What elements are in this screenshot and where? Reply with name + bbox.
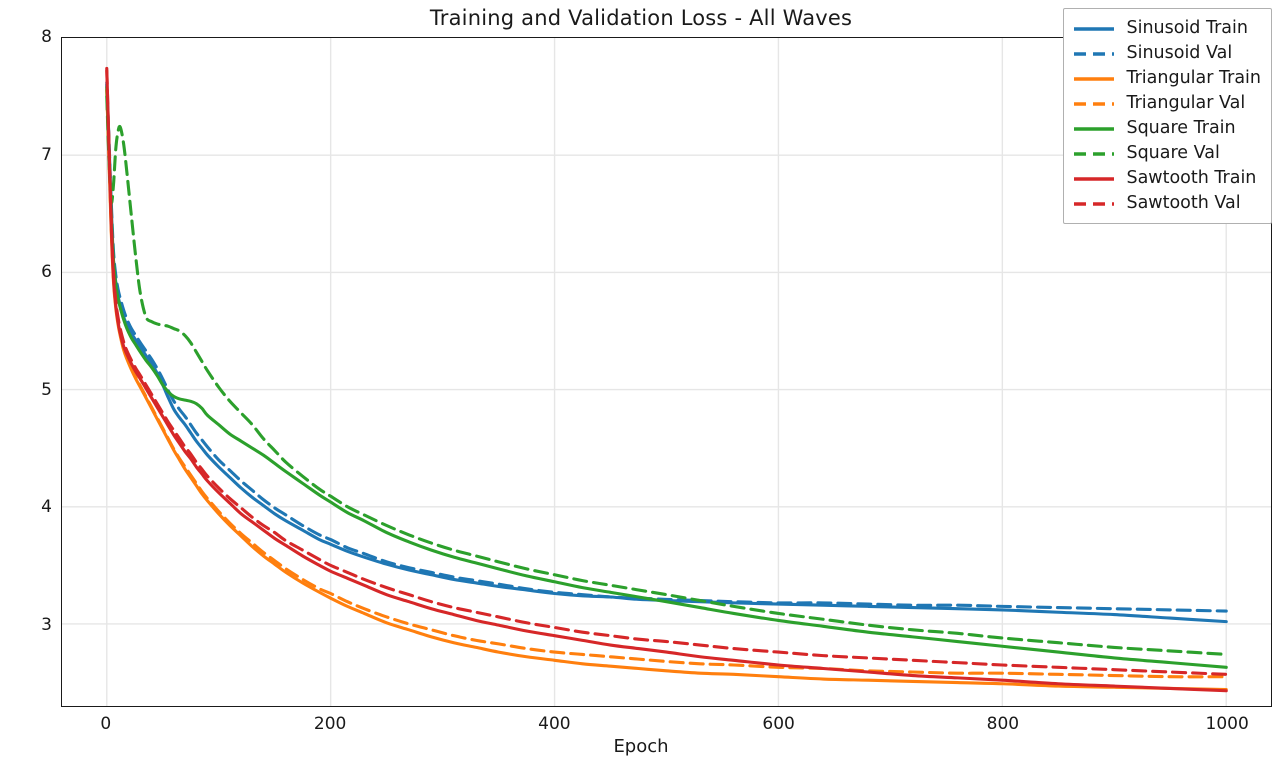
legend-swatch-icon [1073, 44, 1115, 64]
legend-label: Sinusoid Val [1126, 42, 1233, 63]
series-line [105, 66, 1228, 693]
y-tick-label: 8 [41, 27, 52, 47]
y-tick-label: 7 [41, 144, 52, 165]
series-line [105, 83, 1228, 613]
series-line [105, 80, 1228, 624]
data-lines [105, 66, 1228, 693]
series-line [105, 95, 1228, 656]
legend-swatch-icon [1073, 19, 1115, 39]
series-line [105, 69, 1228, 676]
x-axis-label: Epoch [613, 736, 669, 757]
legend-swatch-icon [1073, 169, 1115, 189]
legend-item[interactable]: Sinusoid Train [1073, 16, 1261, 41]
y-tick-label: 3 [41, 614, 52, 635]
y-tick-label: 4 [41, 497, 52, 518]
legend-label: Square Val [1126, 142, 1220, 163]
x-tick-label: 0 [100, 714, 112, 734]
y-tick-label: 6 [41, 262, 52, 283]
legend-label: Sawtooth Val [1126, 192, 1241, 213]
legend-item[interactable]: Sawtooth Val [1073, 191, 1261, 216]
x-tick-label: 1000 [1205, 714, 1249, 734]
legend-label: Sinusoid Train [1126, 17, 1248, 38]
series-line [105, 88, 1228, 679]
legend-item[interactable]: Sinusoid Val [1073, 41, 1261, 66]
legend-swatch-icon [1073, 194, 1115, 214]
y-tick-label: 5 [41, 379, 52, 400]
legend-item[interactable]: Sawtooth Train [1073, 166, 1261, 191]
y-axis-label: Loss [0, 352, 3, 392]
legend-label: Triangular Train [1126, 67, 1261, 88]
x-tick-label: 800 [986, 714, 1020, 734]
legend-label: Square Train [1126, 117, 1236, 138]
chart-title: Training and Validation Loss - All Waves [429, 6, 853, 30]
legend-swatch-icon [1073, 119, 1115, 139]
x-tick-label: 600 [762, 714, 795, 734]
legend-label: Sawtooth Train [1126, 167, 1257, 188]
legend-swatch-icon [1073, 69, 1115, 89]
legend-swatch-icon [1073, 144, 1115, 164]
series-line [105, 85, 1228, 669]
legend-item[interactable]: Triangular Train [1073, 66, 1261, 91]
chart-legend[interactable]: Sinusoid Train Sinusoid Val Triangular Tra… [1063, 8, 1272, 224]
legend-swatch-icon [1073, 94, 1115, 114]
legend-item[interactable]: Square Val [1073, 141, 1261, 166]
x-tick-label: 400 [538, 714, 571, 734]
legend-label: Triangular Val [1126, 92, 1246, 113]
legend-item[interactable]: Square Train [1073, 116, 1261, 141]
x-tick-label: 200 [313, 714, 347, 734]
legend-item[interactable]: Triangular Val [1073, 91, 1261, 116]
